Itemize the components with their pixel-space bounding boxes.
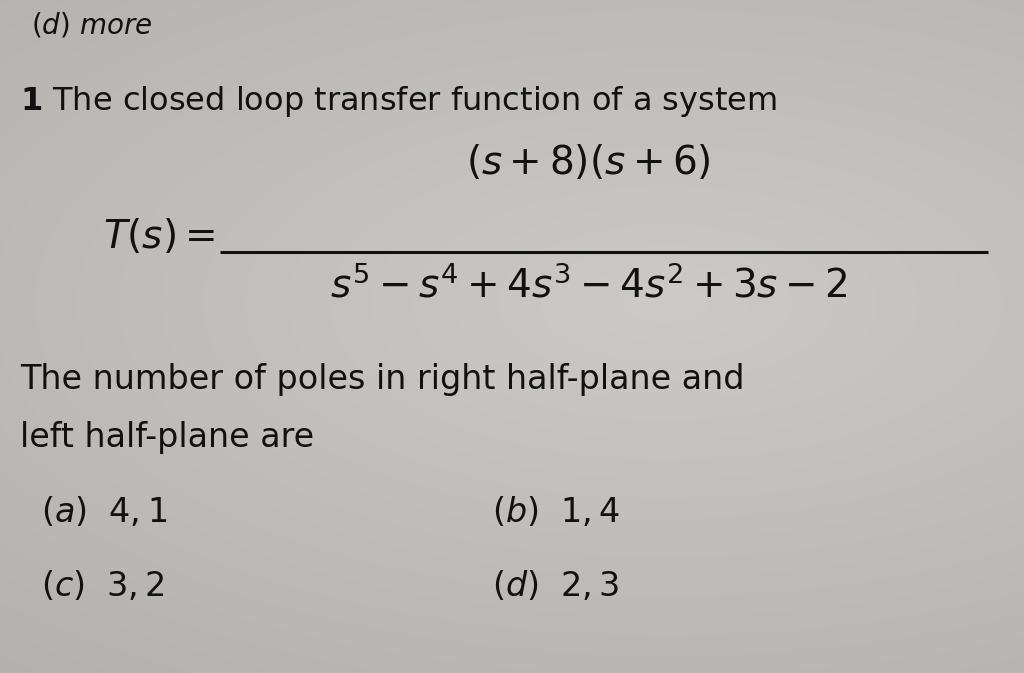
Text: $(c)$  $3, 2$: $(c)$ $3, 2$ bbox=[41, 569, 165, 603]
Text: $T(s) =$: $T(s) =$ bbox=[102, 217, 215, 256]
Text: left half-plane are: left half-plane are bbox=[20, 421, 314, 454]
Text: $(a)$  $4, 1$: $(a)$ $4, 1$ bbox=[41, 495, 167, 529]
Text: $s^5-s^4+4s^3-4s^2+3s-2$: $s^5-s^4+4s^3-4s^2+3s-2$ bbox=[330, 266, 848, 306]
Text: The number of poles in right half-plane and: The number of poles in right half-plane … bbox=[20, 363, 745, 396]
Text: $(s+8)(s+6)$: $(s+8)(s+6)$ bbox=[467, 143, 711, 182]
Text: $\mathbf{1}$ The closed loop transfer function of a system: $\mathbf{1}$ The closed loop transfer fu… bbox=[20, 84, 777, 119]
Text: $(d)$ more: $(d)$ more bbox=[31, 10, 153, 39]
Text: $(b)$  $1, 4$: $(b)$ $1, 4$ bbox=[492, 495, 620, 529]
Text: $(d)$  $2, 3$: $(d)$ $2, 3$ bbox=[492, 569, 618, 603]
